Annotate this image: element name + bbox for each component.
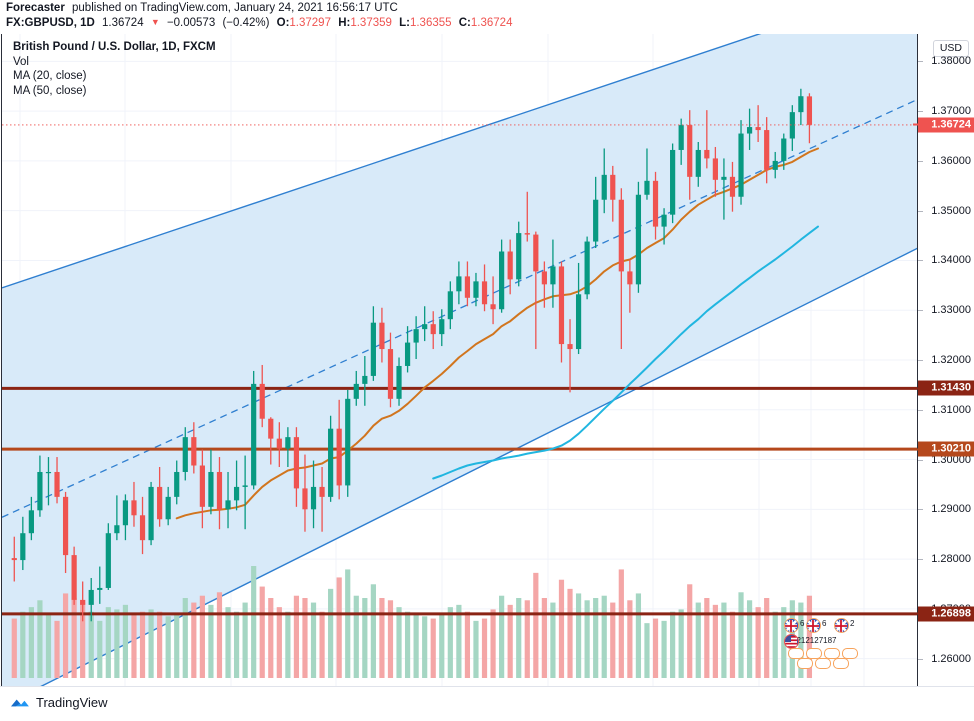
us-flag-icon[interactable] [784,634,799,649]
low-label: L: [399,17,410,29]
publication-line: Forecaster published on TradingView.com,… [6,2,398,14]
down-triangle-icon: ▼ [150,17,160,27]
price-tick-label-5: 1.33000 [931,304,971,317]
price-tick [918,559,923,561]
quote-line: FX:GBPUSD, 1D 1.36724 ▼ −0.00573 (−0.42%… [6,17,512,29]
price-tick-label-10: 1.28000 [931,553,971,566]
price-tick [918,310,923,312]
price-tick [918,111,923,113]
event-pill-0[interactable] [788,648,804,659]
price-tick [918,658,923,660]
symbol-label: FX:GBPUSD, 1D [6,17,95,29]
price-tick-label-9: 1.29000 [931,503,971,516]
legend-ma50: MA (50, close) [13,84,87,97]
level-badge-2[interactable]: 1.30210 [913,441,974,457]
event-count-1: 6 [822,619,827,628]
high-value: 1.37359 [350,17,392,29]
open-value: 1.37297 [289,17,331,29]
price-tick [918,360,923,361]
event-pill-1[interactable] [806,648,822,659]
price-axis[interactable]: USD 1.38000 1.37000 1.36000 1.35000 1.34000 1… [913,34,974,686]
author-name: Forecaster [6,2,65,14]
price-tick-label-3: 1.35000 [931,204,971,217]
chart-legend: British Pound / U.S. Dollar, 1D, FXCM Vo… [13,40,216,98]
event-counts-row2: 1212127187 [792,636,837,645]
uk-flag-icon-2[interactable] [834,618,849,633]
event-pill-2[interactable] [824,648,840,659]
high-label: H: [338,17,351,29]
event-pill-4[interactable] [797,658,813,669]
price-tick-label-0: 1.38000 [931,55,971,68]
chart-footer: TradingView [0,686,974,721]
price-tick [918,459,923,461]
price-tick [918,160,923,162]
price-tick-label-12: 1.26000 [931,652,971,665]
legend-ma20: MA (20, close) [13,70,87,82]
tradingview-brand[interactable]: TradingView [10,695,108,710]
price-tick-label-1: 1.37000 [931,105,971,118]
legend-title: British Pound / U.S. Dollar, 1D, FXCM [13,41,216,53]
economic-events-flags[interactable]: 6 6 2 1212127187 [784,618,870,676]
level-badge-3[interactable]: 1.26898 [913,606,974,622]
chart-plot-area[interactable]: British Pound / U.S. Dollar, 1D, FXCM Vo… [1,34,918,686]
price-tick [918,210,923,212]
close-label: C: [458,17,471,29]
event-pill-6[interactable] [833,658,849,669]
chart-header: Forecaster published on TradingView.com,… [0,0,974,34]
open-label: O: [276,17,290,29]
last-price-badge[interactable]: 1.36724 [913,117,974,133]
price-tick-label-7: 1.31000 [931,403,971,416]
price-tick [918,260,923,262]
last-price-value: 1.36724 [102,17,144,29]
event-pill-5[interactable] [815,658,831,669]
event-count-0: 6 [800,619,805,628]
published-text: published on TradingView.com, January 24… [72,2,398,14]
change-percent: (−0.42%) [222,17,270,29]
price-tick-label-6: 1.32000 [931,354,971,366]
level-badge-1[interactable]: 1.31430 [913,380,974,396]
tradingview-logo-icon [11,699,29,706]
uk-flag-icon-1[interactable] [806,618,821,633]
chart-frame: British Pound / U.S. Dollar, 1D, FXCM Vo… [0,34,974,686]
change-absolute: −0.00573 [166,17,216,29]
price-tick [918,409,923,411]
price-tick [918,61,923,63]
legend-volume: Vol [13,55,29,68]
tradingview-label: TradingView [36,695,108,710]
close-value: 1.36724 [470,17,513,29]
low-value: 1.36355 [409,17,452,29]
currency-chip[interactable]: USD [932,40,969,57]
event-count-2: 2 [850,619,855,628]
price-tick-label-2: 1.36000 [931,154,971,167]
event-pill-3[interactable] [842,648,858,659]
chart-canvas [2,34,918,686]
price-tick [918,509,923,511]
price-tick-label-4: 1.34000 [931,254,971,267]
uk-flag-icon-0[interactable] [784,618,799,633]
